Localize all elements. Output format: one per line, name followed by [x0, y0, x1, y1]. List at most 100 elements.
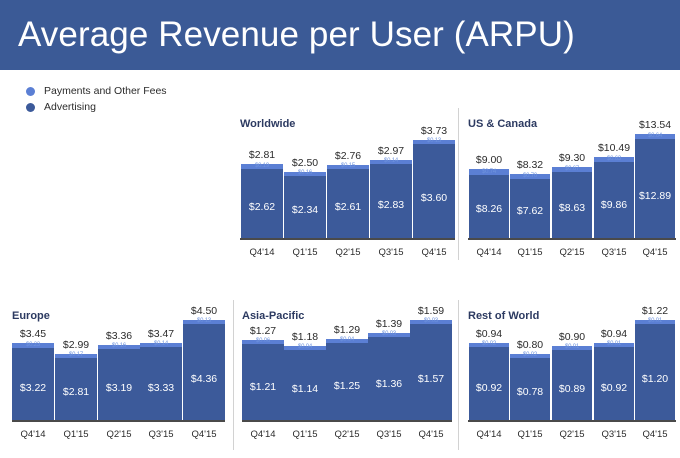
bar-us-canada-Q315[interactable]: $9.86 $0.63 $10.49 Q3'15 [594, 142, 634, 258]
bar-label-advertising: $8.63 [558, 202, 586, 214]
bar-rest-of-world-Q115[interactable]: $0.78 $0.02 $0.80 Q1'15 [510, 339, 550, 440]
bar-label-payments: $0.16 [297, 170, 313, 176]
bar-segment-payments [284, 172, 326, 176]
x-tick-label: Q4'14 [476, 247, 502, 258]
bar-label-payments: $0.04 [339, 337, 355, 343]
bar-label-total: $0.80 [516, 339, 544, 351]
bar-segment-payments [635, 134, 675, 139]
bar-worldwide-Q414[interactable]: $2.62 $0.19 $2.81 Q4'14 [241, 149, 283, 258]
bar-asia-pacific-Q415[interactable]: $1.57 $0.03 $1.59 Q4'15 [410, 305, 452, 440]
bar-segment-advertising [594, 347, 634, 420]
x-tick-label: Q4'15 [642, 429, 668, 440]
bar-segment-payments [327, 165, 369, 169]
bar-worldwide-Q215[interactable]: $2.61 $0.15 $2.76 Q2'15 [327, 150, 369, 258]
bar-label-advertising: $1.20 [641, 373, 669, 385]
bar-label-total: $1.18 [291, 331, 319, 343]
x-tick-label: Q2'15 [559, 429, 585, 440]
bar-segment-advertising [552, 172, 592, 238]
x-tick-label: Q3'15 [148, 429, 174, 440]
x-tick-label: Q2'15 [335, 247, 361, 258]
bar-segment-advertising [635, 324, 675, 420]
bar-label-total: $0.94 [600, 328, 628, 340]
legend-item-advertising: Advertising [26, 100, 256, 114]
bar-segment-payments [552, 346, 592, 350]
bar-segment-payments [510, 354, 550, 358]
bar-label-advertising: $3.60 [420, 192, 448, 204]
bar-us-canada-Q415[interactable]: $12.89 $0.64 $13.54 Q4'15 [635, 119, 675, 258]
bar-segment-payments [242, 340, 284, 344]
bar-us-canada-Q115[interactable]: $7.62 $0.70 $8.32 Q1'15 [510, 159, 550, 258]
x-tick-label: Q4'15 [418, 429, 444, 440]
bar-label-total: $2.81 [248, 149, 276, 161]
bar-label-total: $10.49 [597, 142, 631, 154]
chart-panel-us-canada: US & Canada $8.26 $0.74 $9.00 Q4'14 $7.62 $0.7… [468, 118, 676, 262]
bar-worldwide-Q315[interactable]: $2.83 $0.14 $2.97 Q3'15 [370, 145, 412, 258]
bar-segment-advertising [510, 358, 550, 420]
bar-segment-payments [241, 164, 283, 169]
plot-area-asia-pacific: $1.21 $0.06 $1.27 Q4'14 $1.14 $0.04 $1.18 Q1'15… [242, 305, 452, 440]
bar-label-payments: $0.67 [564, 166, 580, 172]
bar-us-canada-Q215[interactable]: $8.63 $0.67 $9.30 Q2'15 [552, 152, 592, 258]
bar-label-advertising: $0.89 [558, 383, 586, 395]
bar-segment-advertising [98, 349, 140, 420]
chart-title-worldwide: Worldwide [240, 118, 296, 130]
bar-segment-payments [552, 167, 592, 172]
bar-label-advertising: $12.89 [638, 190, 672, 202]
bar-europe-Q215[interactable]: $3.19 $0.16 $3.36 Q2'15 [98, 330, 140, 440]
x-tick-label: Q2'15 [334, 429, 360, 440]
bar-label-total: $3.47 [147, 328, 175, 340]
bar-label-payments: $0.63 [606, 156, 622, 162]
bar-label-total: $8.32 [516, 159, 544, 171]
bar-segment-advertising [183, 324, 225, 420]
x-tick-label: Q4'14 [20, 429, 46, 440]
bar-label-payments: $0.23 [25, 342, 41, 348]
bar-label-total: $1.27 [249, 325, 277, 337]
bar-segment-payments [370, 160, 412, 164]
x-axis-line [12, 420, 225, 422]
bar-asia-pacific-Q315[interactable]: $1.36 $0.03 $1.39 Q3'15 [368, 318, 410, 440]
bar-europe-Q415[interactable]: $4.36 $0.13 $4.50 Q4'15 [183, 305, 225, 440]
bar-worldwide-Q115[interactable]: $2.34 $0.16 $2.50 Q1'15 [284, 157, 326, 258]
bar-label-total: $1.39 [375, 318, 403, 330]
bar-label-advertising: $1.57 [417, 373, 445, 385]
bar-europe-Q115[interactable]: $2.81 $0.17 $2.99 Q1'15 [55, 339, 97, 440]
page-title: Average Revenue per User (ARPU) [18, 15, 575, 54]
bar-label-payments: $0.70 [522, 173, 538, 179]
bar-label-advertising: $7.62 [516, 205, 544, 217]
plot-area-worldwide: $2.62 $0.19 $2.81 Q4'14 $2.34 $0.16 $2.50 Q1'15… [240, 125, 455, 258]
bar-worldwide-Q415[interactable]: $3.60 $0.13 $3.73 Q4'15 [413, 125, 455, 258]
bar-rest-of-world-Q414[interactable]: $0.92 $0.02 $0.94 Q4'14 [469, 328, 509, 440]
bar-asia-pacific-Q115[interactable]: $1.14 $0.04 $1.18 Q1'15 [284, 331, 326, 440]
bar-label-advertising: $3.22 [19, 382, 47, 394]
bar-segment-advertising [327, 169, 369, 238]
bar-europe-Q414[interactable]: $3.22 $0.23 $3.45 Q4'14 [12, 328, 54, 440]
plot-area-us-canada: $8.26 $0.74 $9.00 Q4'14 $7.62 $0.70 $8.32 Q1'15… [468, 119, 676, 258]
x-axis-line [240, 238, 455, 240]
x-axis-line [468, 238, 676, 240]
bar-label-total: $2.97 [377, 145, 405, 157]
bar-rest-of-world-Q415[interactable]: $1.20 $0.01 $1.22 Q4'15 [635, 305, 675, 440]
bar-segment-payments [284, 346, 326, 350]
bar-asia-pacific-Q414[interactable]: $1.21 $0.06 $1.27 Q4'14 [242, 325, 284, 440]
x-axis-line [468, 420, 676, 422]
bar-label-payments: $0.03 [423, 318, 439, 324]
bar-segment-advertising [469, 175, 509, 238]
bar-label-advertising: $3.19 [105, 382, 133, 394]
panel-divider-bottom-left [233, 300, 234, 450]
bar-europe-Q315[interactable]: $3.33 $0.14 $3.47 Q3'15 [140, 328, 182, 440]
bar-label-payments: $0.13 [426, 138, 442, 144]
bar-label-advertising: $2.61 [334, 201, 362, 213]
bar-us-canada-Q414[interactable]: $8.26 $0.74 $9.00 Q4'14 [469, 154, 509, 258]
x-tick-label: Q4'15 [421, 247, 447, 258]
bar-label-payments: $0.13 [196, 318, 212, 324]
bar-label-advertising: $0.78 [516, 386, 544, 398]
bar-label-advertising: $9.86 [600, 199, 628, 211]
bar-label-payments: $0.14 [153, 341, 169, 347]
bar-asia-pacific-Q215[interactable]: $1.25 $0.04 $1.29 Q2'15 [326, 324, 368, 440]
bar-rest-of-world-Q215[interactable]: $0.89 $0.01 $0.90 Q2'15 [552, 331, 592, 440]
bar-segment-advertising [241, 169, 283, 238]
bar-rest-of-world-Q315[interactable]: $0.92 $0.01 $0.94 Q3'15 [594, 328, 634, 440]
bar-label-advertising: $1.14 [291, 383, 319, 395]
bar-label-total: $3.45 [19, 328, 47, 340]
bar-label-payments: $0.01 [647, 318, 663, 324]
